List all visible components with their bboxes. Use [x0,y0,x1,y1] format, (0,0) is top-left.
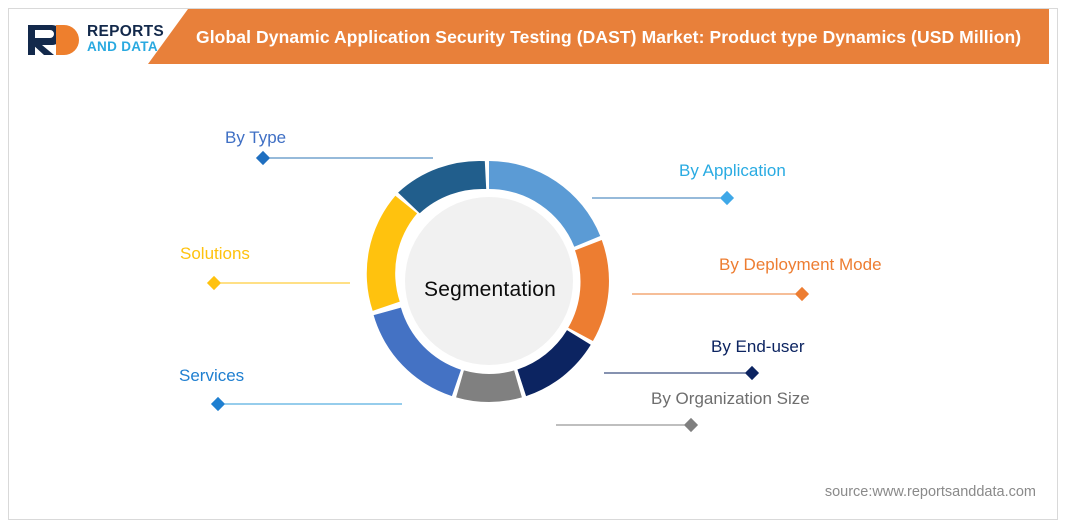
logo-line-reports: REPORTS [87,23,165,40]
callout-label-by-organization-size[interactable]: By Organization Size [651,389,810,408]
logo-wordmark: REPORTS AND DATA [87,24,164,54]
logo-line-and-data: AND DATA [87,38,158,54]
page-border [8,8,1058,520]
callout-label-by-application[interactable]: By Application [679,161,786,180]
callout-label-by-end-user[interactable]: By End-user [711,337,805,356]
callout-label-by-deployment-mode[interactable]: By Deployment Mode [719,255,882,274]
donut-center-label: Segmentation [424,278,556,301]
header-banner [148,9,1049,64]
callout-label-services[interactable]: Services [179,366,245,385]
source-attribution: source:www.reportsanddata.com [824,484,1036,500]
brand-logo[interactable]: REPORTS AND DATA [26,22,164,58]
reports-and-data-logo-icon [28,25,79,55]
callout-label-by-type[interactable]: By Type [225,128,287,147]
callout-label-solutions[interactable]: Solutions [180,244,250,263]
page-title: Global Dynamic Application Security Test… [196,27,1022,47]
